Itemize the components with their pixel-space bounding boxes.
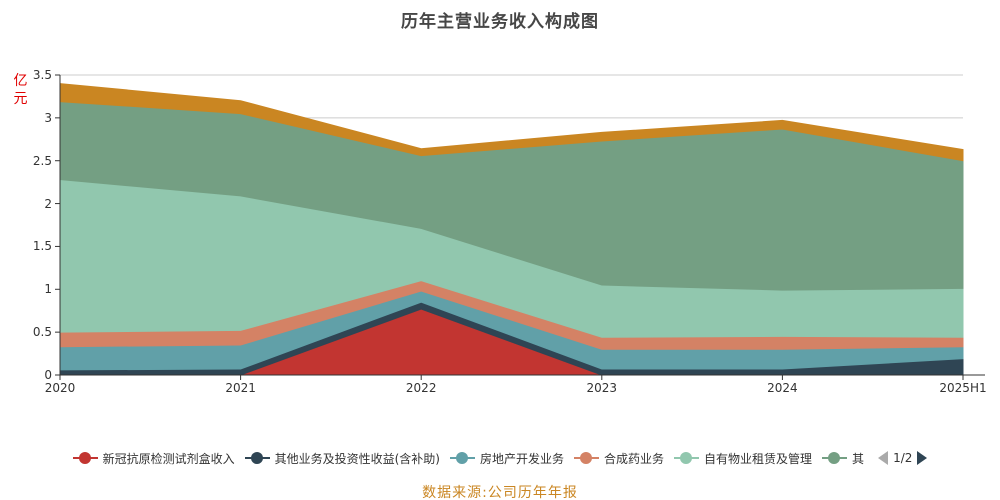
legend-next-icon[interactable] (917, 451, 928, 465)
legend: 新冠抗原检测试剂盒收入 其他业务及投资性收益(含补助) 房地产开发业务 合成药业务 自有… (0, 446, 1000, 470)
x-axis-label: 2024 (767, 381, 798, 395)
legend-marker-icon (822, 451, 848, 465)
legend-pager: 1/2 (878, 451, 928, 465)
x-axis-label: 2020 (44, 381, 76, 395)
legend-item-label: 自有物业租赁及管理 (704, 451, 813, 466)
legend-marker-icon (574, 451, 600, 465)
y-axis-label: 0 (44, 368, 52, 382)
x-axis-label: 2025H1 (939, 381, 987, 395)
y-axis-label: 3 (44, 110, 52, 125)
legend-item-label: 新冠抗原检测试剂盒收入 (102, 451, 235, 466)
legend-item-label: 合成药业务 (604, 451, 665, 466)
legend-item-1[interactable]: 其他业务及投资性收益(含补助) (244, 450, 440, 467)
y-axis-label: 3.5 (32, 68, 52, 82)
legend-item-label: 其他业务及投资性收益(含补助) (274, 451, 440, 466)
legend-item-4[interactable]: 自有物业租赁及管理 (674, 450, 812, 467)
legend-marker-icon (244, 451, 270, 465)
y-axis-label: 1.5 (32, 239, 52, 254)
chart-note: 数据来源:公司历年年报 (422, 485, 578, 500)
legend-page-indicator: 1/2 (893, 451, 913, 465)
page-title: 历年主营业务收入构成图 (401, 12, 599, 32)
y-axis-label: 2.5 (32, 153, 52, 168)
legend-item-2[interactable]: 房地产开发业务 (450, 450, 564, 467)
y-axis-label: 2 (44, 196, 52, 211)
legend-marker-icon (674, 451, 700, 465)
x-axis-label: 2023 (586, 381, 618, 395)
legend-prev-icon[interactable] (878, 451, 889, 465)
area-series-6[interactable] (59, 83, 964, 162)
legend-item-label: 其 (852, 451, 865, 466)
y-axis-label: 1 (44, 282, 52, 297)
legend-items: 新冠抗原检测试剂盒收入 其他业务及投资性收益(含补助) 房地产开发业务 合成药业务 自有… (72, 450, 864, 467)
y-axis-name: 亿元 (13, 73, 28, 107)
x-axis-label: 2021 (225, 381, 256, 395)
legend-item-0[interactable]: 新冠抗原检测试剂盒收入 (72, 450, 235, 467)
legend-item-5[interactable]: 其 (822, 450, 864, 467)
legend-marker-icon (72, 451, 98, 465)
x-axis-label: 2022 (405, 381, 437, 395)
legend-marker-icon (450, 451, 475, 465)
legend-item-label: 房地产开发业务 (480, 451, 565, 466)
y-axis-label: 0.5 (32, 325, 52, 340)
legend-item-3[interactable]: 合成药业务 (574, 450, 664, 467)
